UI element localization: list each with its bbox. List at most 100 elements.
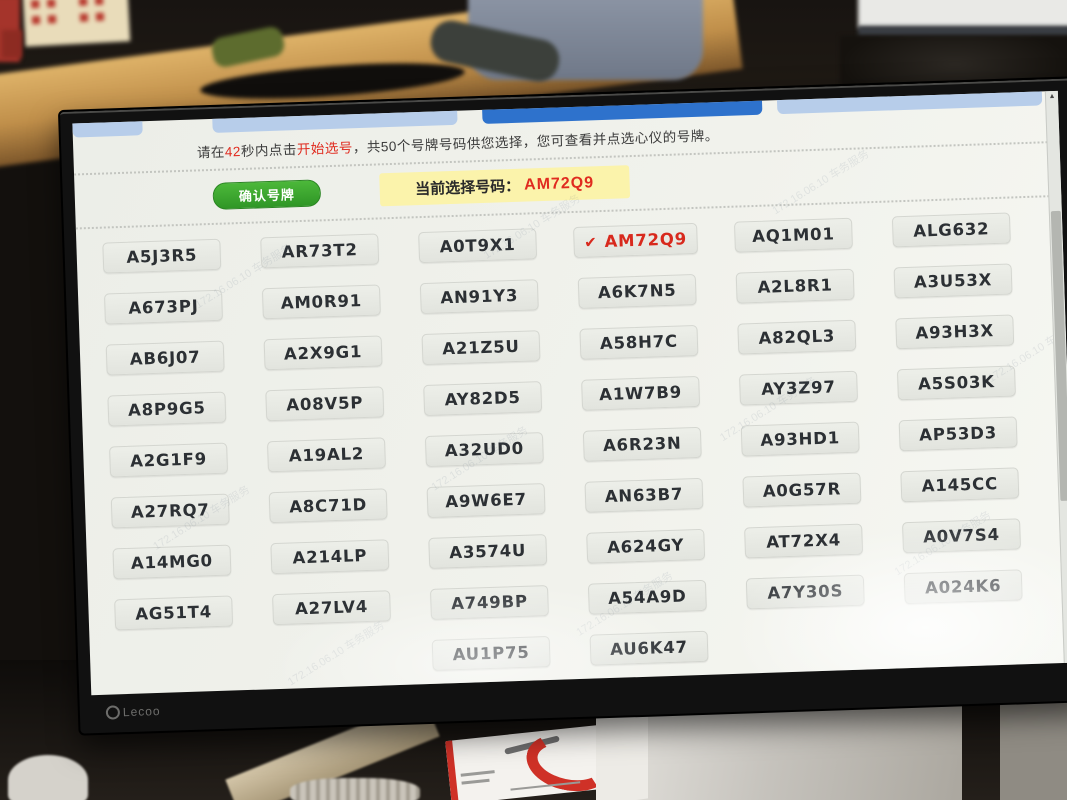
plate-button[interactable]: A93HD1 bbox=[740, 421, 860, 457]
menu-poster bbox=[22, 0, 131, 47]
plate-button[interactable]: AG51T4 bbox=[114, 595, 234, 631]
stepper-segment-active bbox=[481, 92, 763, 124]
plate-button[interactable]: A0V7S4 bbox=[902, 518, 1021, 554]
scroll-up-arrow-icon[interactable]: ▲ bbox=[1048, 92, 1056, 101]
plate-button[interactable]: A673PJ bbox=[104, 289, 223, 325]
plate-number-label: A21Z5U bbox=[442, 336, 520, 359]
plate-number-label: A93HD1 bbox=[760, 428, 841, 450]
stepper-segment bbox=[72, 113, 143, 138]
plate-number-label: A8C71D bbox=[288, 494, 368, 517]
plate-button[interactable]: A8P9G5 bbox=[107, 391, 227, 427]
plate-button[interactable]: A8C71D bbox=[268, 488, 388, 524]
plate-number-label: AR73T2 bbox=[281, 240, 358, 262]
plate-button[interactable]: A19AL2 bbox=[266, 437, 386, 473]
plate-number-label: AB6J07 bbox=[129, 347, 201, 369]
plate-number-label: A0T9X1 bbox=[439, 234, 516, 257]
plate-button[interactable]: A82QL3 bbox=[737, 319, 857, 355]
plate-button[interactable]: A08V5P bbox=[265, 386, 385, 422]
plate-button[interactable]: AN63B7 bbox=[584, 477, 704, 513]
plate-button[interactable]: AR73T2 bbox=[260, 233, 380, 269]
plate-button[interactable]: A14MG0 bbox=[112, 544, 232, 580]
plate-number-label: AY3Z97 bbox=[761, 377, 836, 399]
plate-button[interactable]: A32UD0 bbox=[424, 432, 544, 468]
plate-button[interactable]: A58H7C bbox=[579, 324, 699, 360]
plate-button[interactable]: A2X9G1 bbox=[263, 335, 383, 371]
stepper-segment bbox=[776, 90, 1043, 115]
plate-button[interactable]: A27LV4 bbox=[272, 590, 392, 626]
plate-button[interactable]: A9W6E7 bbox=[426, 483, 546, 518]
plate-number-label: AN63B7 bbox=[604, 484, 684, 507]
plate-number-label: AQ1M01 bbox=[751, 224, 835, 247]
plate-button[interactable]: A54A9D bbox=[587, 579, 707, 615]
plate-button[interactable]: A5S03K bbox=[896, 365, 1016, 401]
plate-number-label: A214LP bbox=[292, 546, 368, 568]
plate-button[interactable]: A5J3R5 bbox=[102, 238, 222, 274]
plate-number-label: A32UD0 bbox=[444, 438, 525, 461]
plate-number-label: A54A9D bbox=[607, 586, 687, 609]
plate-button[interactable]: AB6J07 bbox=[105, 340, 225, 376]
plate-button[interactable]: A6R23N bbox=[582, 426, 702, 462]
plate-button[interactable]: A1W7B9 bbox=[581, 375, 701, 411]
plate-button[interactable]: A024K6 bbox=[903, 569, 1023, 605]
plate-number-label: A5J3R5 bbox=[126, 245, 198, 267]
plate-number-label: A2G1F9 bbox=[129, 449, 208, 471]
confirm-plate-button[interactable]: 确认号牌 bbox=[212, 179, 322, 210]
plate-button[interactable]: A6K7N5 bbox=[577, 273, 697, 309]
plate-number-label: A27RQ7 bbox=[130, 500, 210, 522]
plate-button-selected[interactable]: ✔ AM72Q9 bbox=[572, 222, 699, 258]
plate-button[interactable]: A0T9X1 bbox=[418, 228, 538, 264]
plate-number-label: A2L8R1 bbox=[757, 275, 834, 297]
plate-button[interactable]: A3U53X bbox=[893, 263, 1013, 299]
notice-text: 请在 bbox=[196, 144, 226, 161]
white-object bbox=[8, 755, 88, 800]
cardboard-box bbox=[596, 694, 962, 800]
plate-button[interactable]: AU6K47 bbox=[589, 630, 709, 666]
plate-button[interactable]: AN91Y3 bbox=[419, 279, 539, 315]
plate-button[interactable]: A145CC bbox=[900, 467, 1020, 503]
plate-grid: A5J3R5 AR73T2 A0T9X1 ✔ AM72Q9 AQ1M01 ALG632 A67… bbox=[82, 212, 1044, 682]
plate-button[interactable]: A214LP bbox=[270, 539, 390, 575]
plate-button[interactable]: A3574U bbox=[428, 534, 548, 569]
plate-number-label: ALG632 bbox=[913, 219, 990, 241]
plate-button[interactable]: A2G1F9 bbox=[109, 442, 229, 478]
current-selection-label: 当前选择号码： bbox=[414, 177, 521, 199]
background-monitor-fragment bbox=[858, 0, 1067, 28]
plate-number-label: AU1P75 bbox=[452, 642, 530, 665]
plate-button[interactable]: AQ1M01 bbox=[733, 217, 853, 253]
plate-number-label: AY82D5 bbox=[444, 387, 522, 410]
plate-number-label: A673PJ bbox=[128, 296, 199, 318]
plate-selection-screen: 请在42秒内点击开始选号，共50个号牌号码供您选择，您可查看并点选心仪的号牌。 … bbox=[72, 90, 1067, 696]
plate-button[interactable]: A0G57R bbox=[742, 472, 862, 508]
plate-button[interactable]: AT72X4 bbox=[744, 523, 864, 559]
plate-button[interactable]: A624GY bbox=[586, 528, 706, 564]
plate-button[interactable]: AY3Z97 bbox=[739, 370, 859, 406]
plate-button[interactable]: AM0R91 bbox=[261, 284, 381, 320]
plate-button[interactable]: ALG632 bbox=[891, 212, 1011, 248]
plate-number-label: A624GY bbox=[606, 535, 685, 558]
plate-number-label: AM72Q9 bbox=[604, 229, 688, 251]
vertical-scrollbar[interactable]: ▲ bbox=[1044, 90, 1067, 663]
plate-button[interactable]: AP53D3 bbox=[898, 416, 1018, 452]
plate-button[interactable]: A749BP bbox=[429, 585, 549, 620]
box-edge bbox=[1000, 700, 1067, 800]
plate-button[interactable]: A2L8R1 bbox=[735, 268, 855, 304]
plate-button[interactable]: AY82D5 bbox=[423, 381, 543, 417]
plate-number-label: A19AL2 bbox=[288, 444, 365, 466]
plate-number-label: A024K6 bbox=[924, 576, 1002, 598]
plate-button[interactable]: AU1P75 bbox=[431, 636, 551, 671]
plate-button[interactable]: A21Z5U bbox=[421, 330, 541, 366]
plate-button[interactable]: A7Y30S bbox=[745, 574, 865, 610]
plate-number-label: AT72X4 bbox=[765, 530, 842, 552]
plate-number-label: AN91Y3 bbox=[440, 285, 519, 308]
start-selection-link[interactable]: 开始选号 bbox=[296, 140, 354, 158]
plate-number-label: A5S03K bbox=[917, 372, 996, 394]
scrollbar-thumb[interactable] bbox=[1050, 210, 1067, 501]
plate-number-label: A27LV4 bbox=[294, 597, 369, 619]
red-chip bbox=[2, 30, 22, 58]
background-monitor-taskbar bbox=[858, 26, 1067, 36]
stepper-segment bbox=[212, 102, 458, 133]
plate-number-label: A93H3X bbox=[915, 321, 995, 343]
plate-button[interactable]: A27RQ7 bbox=[110, 493, 230, 529]
plate-button[interactable]: A93H3X bbox=[895, 314, 1015, 350]
